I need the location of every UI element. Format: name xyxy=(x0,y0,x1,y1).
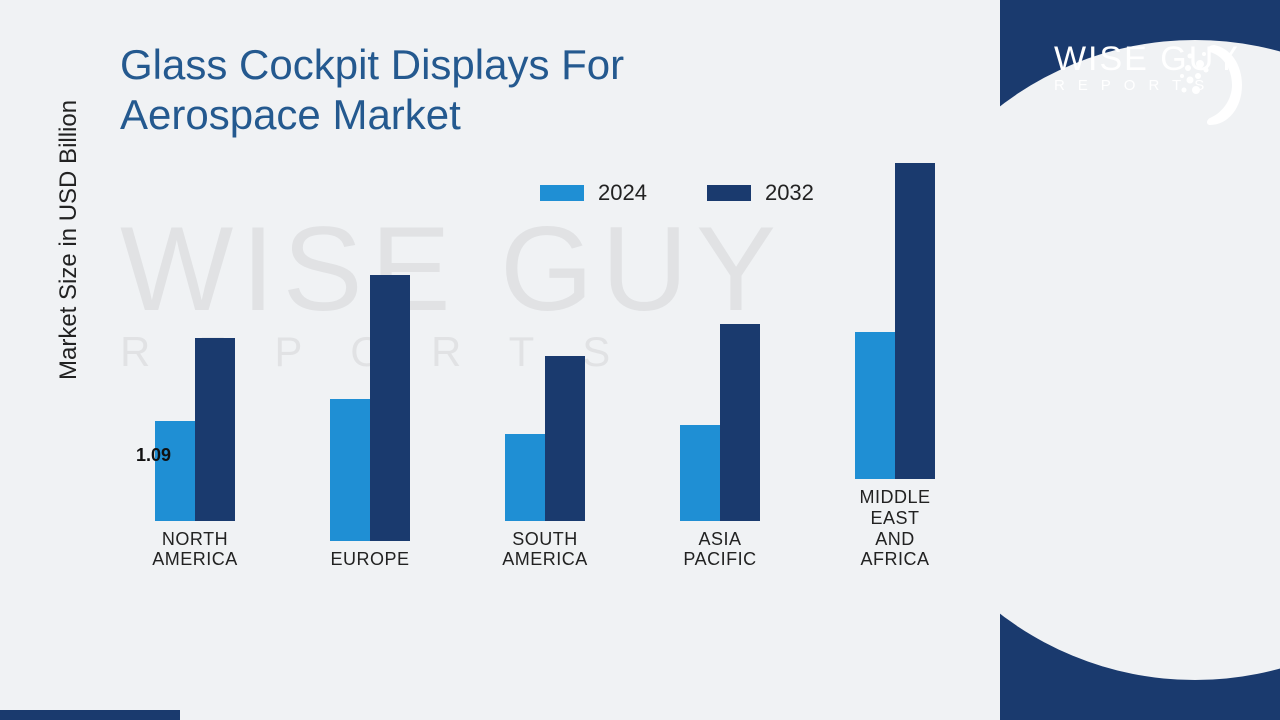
category-label: NORTHAMERICA xyxy=(140,529,250,570)
bar-group: EUROPE xyxy=(315,211,425,570)
bar-chart: NORTHAMERICA EUROPE SOUTHAMERICA ASIAPACIFI… xyxy=(130,220,1010,570)
bar xyxy=(195,338,235,521)
bar-group: ASIAPACIFIC xyxy=(665,191,775,570)
chart-stage: WISE GUY REPORTS WISE GUY REPORTS Glass … xyxy=(0,0,1280,720)
legend-label-2024: 2024 xyxy=(598,180,647,206)
category-label: SOUTHAMERICA xyxy=(490,529,600,570)
bar-group: SOUTHAMERICA xyxy=(490,191,600,570)
bottom-accent-bar xyxy=(0,710,180,720)
bar xyxy=(505,434,545,521)
category-label: EUROPE xyxy=(315,549,425,570)
bar xyxy=(370,275,410,541)
bar-pair xyxy=(140,191,250,521)
bar-group: NORTHAMERICA xyxy=(140,191,250,570)
brand-logo: WISE GUY REPORTS xyxy=(1054,40,1240,94)
bar-pair xyxy=(315,211,425,541)
category-label: ASIAPACIFIC xyxy=(665,529,775,570)
bar-group: MIDDLEEASTANDAFRICA xyxy=(840,149,950,570)
bar xyxy=(720,324,760,521)
bar xyxy=(895,163,935,479)
y-axis-label: Market Size in USD Billion xyxy=(55,100,83,380)
bar xyxy=(855,332,895,479)
bar xyxy=(680,425,720,521)
category-label: MIDDLEEASTANDAFRICA xyxy=(840,487,950,570)
bar xyxy=(155,421,195,521)
chart-title: Glass Cockpit Displays For Aerospace Mar… xyxy=(120,40,820,141)
value-label: 1.09 xyxy=(136,445,171,466)
bar-pair xyxy=(665,191,775,521)
bar xyxy=(545,356,585,521)
bar xyxy=(330,399,370,541)
logo-head-icon xyxy=(1176,40,1246,130)
bar-pair xyxy=(840,149,950,479)
bar-pair xyxy=(490,191,600,521)
